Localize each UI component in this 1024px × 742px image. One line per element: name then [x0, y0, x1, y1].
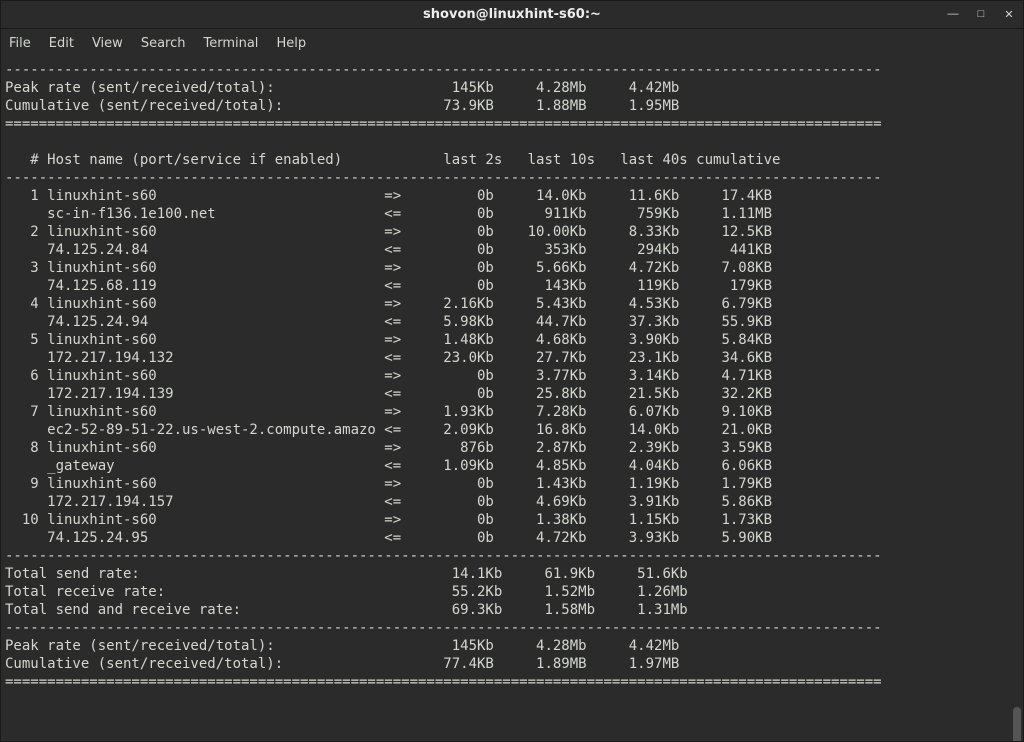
table-row: 8 linuxhint-s60 => 876b 2.87Kb 2.39Kb 3.… [5, 440, 772, 456]
menu-help[interactable]: Help [276, 36, 306, 51]
window-controls [943, 4, 1019, 24]
total-both-line: Total send and receive rate: 69.3Kb 1.58… [5, 602, 688, 618]
separator-line: ========================================… [5, 674, 882, 690]
table-row: 74.125.24.84 <= 0b 353Kb 294Kb 441KB [5, 242, 772, 258]
table-row: 74.125.68.119 <= 0b 143Kb 119Kb 179KB [5, 278, 772, 294]
table-row: _gateway <= 1.09Kb 4.85Kb 4.04Kb 6.06KB [5, 458, 772, 474]
table-row: 172.217.194.157 <= 0b 4.69Kb 3.91Kb 5.86… [5, 494, 772, 510]
maximize-icon[interactable] [971, 4, 991, 24]
table-row: 6 linuxhint-s60 => 0b 3.77Kb 3.14Kb 4.71… [5, 368, 772, 384]
scrollbar[interactable] [1011, 57, 1021, 741]
table-row: 172.217.194.132 <= 23.0Kb 27.7Kb 23.1Kb … [5, 350, 772, 366]
terminal-area[interactable]: ----------------------------------------… [1, 57, 1023, 741]
terminal-output: ----------------------------------------… [5, 61, 1019, 691]
separator-line: ----------------------------------------… [5, 62, 882, 78]
table-row: 74.125.24.95 <= 0b 4.72Kb 3.93Kb 5.90KB [5, 530, 772, 546]
minimize-icon[interactable] [943, 4, 963, 24]
table-row: 1 linuxhint-s60 => 0b 14.0Kb 11.6Kb 17.4… [5, 188, 772, 204]
cumulative-line: Cumulative (sent/received/total): 77.4KB… [5, 656, 679, 672]
separator-line: ----------------------------------------… [5, 620, 882, 636]
cumulative-line: Cumulative (sent/received/total): 73.9KB… [5, 98, 679, 114]
scrollbar-thumb[interactable] [1013, 707, 1021, 741]
table-row: sc-in-f136.1e100.net <= 0b 911Kb 759Kb 1… [5, 206, 772, 222]
peak-rate-line: Peak rate (sent/received/total): 145Kb 4… [5, 80, 679, 96]
close-icon[interactable] [999, 4, 1019, 24]
separator-line: ========================================… [5, 116, 882, 132]
table-row: 74.125.24.94 <= 5.98Kb 44.7Kb 37.3Kb 55.… [5, 314, 772, 330]
menu-terminal[interactable]: Terminal [203, 36, 258, 51]
separator-line: ----------------------------------------… [5, 170, 882, 186]
table-row: 5 linuxhint-s60 => 1.48Kb 4.68Kb 3.90Kb … [5, 332, 772, 348]
column-header: # Host name (port/service if enabled) la… [5, 152, 780, 168]
table-row: 7 linuxhint-s60 => 1.93Kb 7.28Kb 6.07Kb … [5, 404, 772, 420]
menu-view[interactable]: View [92, 36, 123, 51]
peak-rate-line: Peak rate (sent/received/total): 145Kb 4… [5, 638, 679, 654]
table-row: 4 linuxhint-s60 => 2.16Kb 5.43Kb 4.53Kb … [5, 296, 772, 312]
separator-line: ----------------------------------------… [5, 548, 882, 564]
table-row: ec2-52-89-51-22.us-west-2.compute.amazo … [5, 422, 772, 438]
menu-search[interactable]: Search [141, 36, 186, 51]
table-row: 172.217.194.139 <= 0b 25.8Kb 21.5Kb 32.2… [5, 386, 772, 402]
menu-file[interactable]: File [9, 36, 31, 51]
menu-edit[interactable]: Edit [49, 36, 74, 51]
window-title: shovon@linuxhint-s60:~ [423, 7, 601, 22]
terminal-window: shovon@linuxhint-s60:~ File Edit View Se… [0, 0, 1024, 742]
table-row: 2 linuxhint-s60 => 0b 10.00Kb 8.33Kb 12.… [5, 224, 772, 240]
table-row: 9 linuxhint-s60 => 0b 1.43Kb 1.19Kb 1.79… [5, 476, 772, 492]
titlebar[interactable]: shovon@linuxhint-s60:~ [1, 1, 1023, 29]
total-receive-line: Total receive rate: 55.2Kb 1.52Mb 1.26Mb [5, 584, 688, 600]
table-row: 3 linuxhint-s60 => 0b 5.66Kb 4.72Kb 7.08… [5, 260, 772, 276]
table-row: 10 linuxhint-s60 => 0b 1.38Kb 1.15Kb 1.7… [5, 512, 772, 528]
total-send-line: Total send rate: 14.1Kb 61.9Kb 51.6Kb [5, 566, 688, 582]
menubar: File Edit View Search Terminal Help [1, 29, 1023, 57]
